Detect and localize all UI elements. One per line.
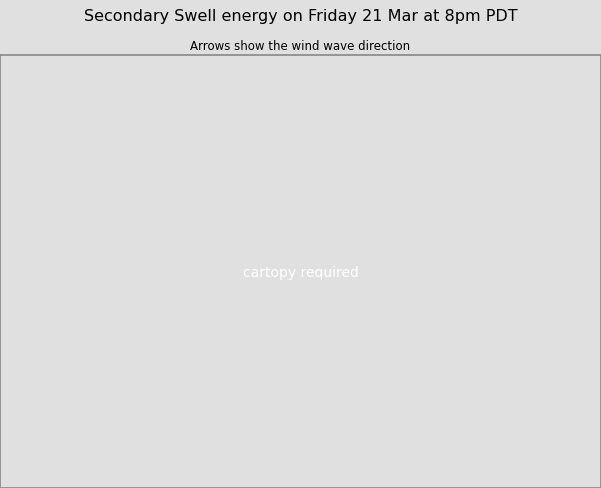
Text: Secondary Swell energy on Friday 21 Mar at 8pm PDT: Secondary Swell energy on Friday 21 Mar … xyxy=(84,9,517,24)
Text: Arrows show the wind wave direction: Arrows show the wind wave direction xyxy=(191,40,410,53)
Text: cartopy required: cartopy required xyxy=(243,265,358,279)
